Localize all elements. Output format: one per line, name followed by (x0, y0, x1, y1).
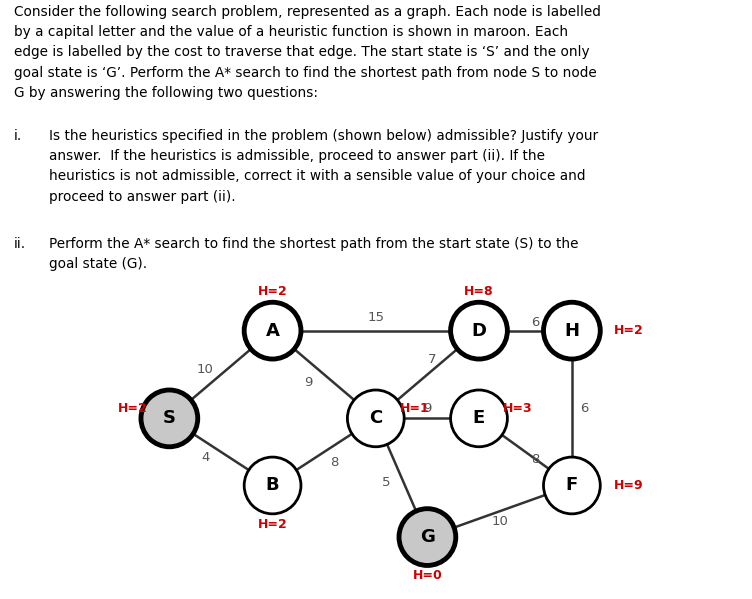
Text: B: B (265, 476, 280, 494)
Text: 9: 9 (423, 401, 432, 415)
Circle shape (347, 390, 404, 447)
Text: G: G (420, 528, 435, 546)
Text: H=2: H=2 (118, 401, 148, 415)
Circle shape (450, 390, 508, 447)
Text: ii.: ii. (14, 237, 26, 251)
Text: H=2: H=2 (614, 324, 644, 337)
Text: H=1: H=1 (399, 401, 429, 415)
Circle shape (544, 302, 600, 359)
Text: 6: 6 (532, 316, 540, 329)
Text: H=0: H=0 (413, 569, 442, 582)
Circle shape (399, 509, 456, 565)
Text: H: H (565, 322, 579, 340)
Text: 10: 10 (491, 515, 508, 528)
Text: F: F (566, 476, 578, 494)
Text: Consider the following search problem, represented as a graph. Each node is labe: Consider the following search problem, r… (14, 5, 600, 99)
Circle shape (544, 457, 600, 514)
Circle shape (244, 302, 301, 359)
Text: 6: 6 (581, 401, 589, 415)
Text: 9: 9 (305, 376, 313, 389)
Text: H=3: H=3 (503, 401, 532, 415)
Text: Perform the A* search to find the shortest path from the start state (S) to the
: Perform the A* search to find the shorte… (49, 237, 578, 271)
Text: H=2: H=2 (258, 518, 287, 531)
Text: D: D (472, 322, 487, 340)
Text: 5: 5 (382, 476, 390, 489)
Text: H=9: H=9 (614, 479, 644, 492)
Text: i.: i. (14, 129, 22, 143)
Text: E: E (473, 409, 485, 427)
Text: H=8: H=8 (464, 286, 494, 298)
Text: Is the heuristics specified in the problem (shown below) admissible? Justify you: Is the heuristics specified in the probl… (49, 129, 598, 204)
Text: A: A (265, 322, 280, 340)
Text: 7: 7 (429, 353, 437, 365)
Text: C: C (369, 409, 383, 427)
Circle shape (244, 457, 301, 514)
Text: 10: 10 (197, 363, 214, 376)
Circle shape (141, 390, 198, 447)
Circle shape (450, 302, 508, 359)
Text: H=2: H=2 (258, 286, 287, 298)
Text: 4: 4 (202, 450, 210, 464)
Text: S: S (163, 409, 176, 427)
Text: 8: 8 (532, 453, 540, 466)
Text: 8: 8 (330, 456, 338, 469)
Text: 15: 15 (367, 311, 384, 324)
